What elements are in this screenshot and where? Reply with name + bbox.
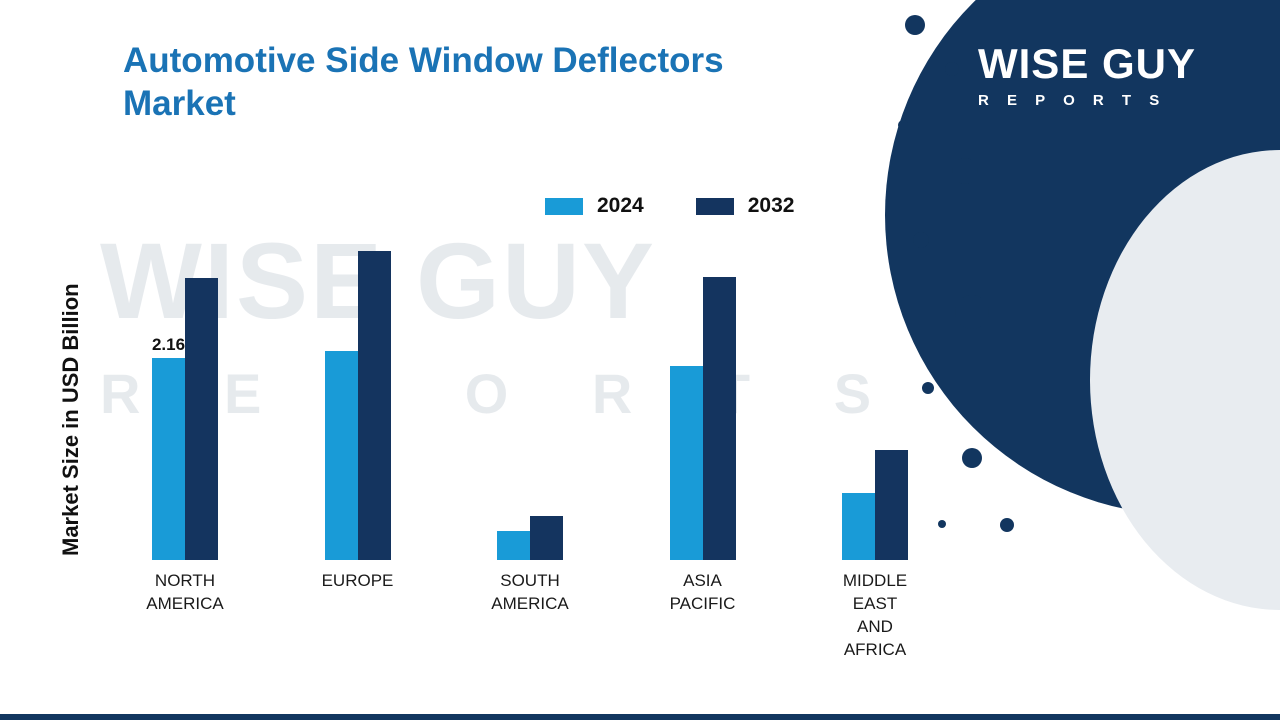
category-label-south-america: SOUTH AMERICA [491,571,569,613]
y-axis-label: Market Size in USD Billion [58,283,83,556]
bar-2024-middle-east-and-africa [842,492,875,560]
decor-dot [962,448,982,468]
category-label-europe: EUROPE [321,571,394,590]
decor-dot [905,15,925,35]
logo-name-text: WISE GUY [978,40,1197,87]
bar-2024-asia-pacific [669,365,703,560]
bar-value-label-north-america: 2.16 [151,335,186,355]
decor-dot [938,520,946,528]
bar-2024-north-america: 2.16 [152,335,185,560]
legend: 2024 2032 [545,194,794,218]
footer-bar [0,714,1280,720]
decor-dot [913,232,929,248]
legend-item-2024: 2024 [545,194,644,218]
bar-group-middle-east-and-africa: MIDDLE EAST AND AFRICA [795,230,955,659]
decor-dot [898,120,908,130]
decor-dot [922,382,934,394]
bar-2024-south-america [497,531,530,560]
logo-reports-text: R E P O R T S [978,92,1167,109]
bar-group-south-america: SOUTH AMERICA [450,230,610,613]
bar-2032-south-america [530,516,563,560]
chart-title: Automotive Side Window Deflectors Market [123,41,724,123]
legend-item-2032: 2032 [695,194,795,218]
wiseguy-logo: WISE GUY R E P O R T S [978,40,1238,109]
legend-label-2032: 2032 [747,194,795,217]
bar-2032-asia-pacific [702,276,736,560]
legend-swatch-2032 [695,197,734,215]
decor-dot [955,295,989,329]
bar-group-asia-pacific: ASIA PACIFIC [623,230,783,613]
decor-dot [1000,518,1014,532]
bar-group-europe: EUROPE [278,230,438,590]
legend-swatch-2024 [545,197,583,215]
category-label-north-america: NORTH AMERICA [146,571,224,613]
decor-dot [952,158,978,184]
bar-group-north-america: 2.16 NORTH AMERICA [105,230,265,613]
bar-2032-north-america [185,277,218,560]
category-label-asia-pacific: ASIA PACIFIC [669,571,736,613]
bar-2032-europe [357,251,391,560]
bar-2024-europe [324,350,358,560]
bar-2032-middle-east-and-africa [875,449,908,560]
decor-dot [945,62,959,76]
plot-area: 2.16 NORTH AMERICA EUROPE SOUTH AMERICA ASIA… [105,230,955,659]
legend-label-2024: 2024 [597,194,644,217]
category-label-middle-east-and-africa: MIDDLE EAST AND AFRICA [842,571,908,659]
